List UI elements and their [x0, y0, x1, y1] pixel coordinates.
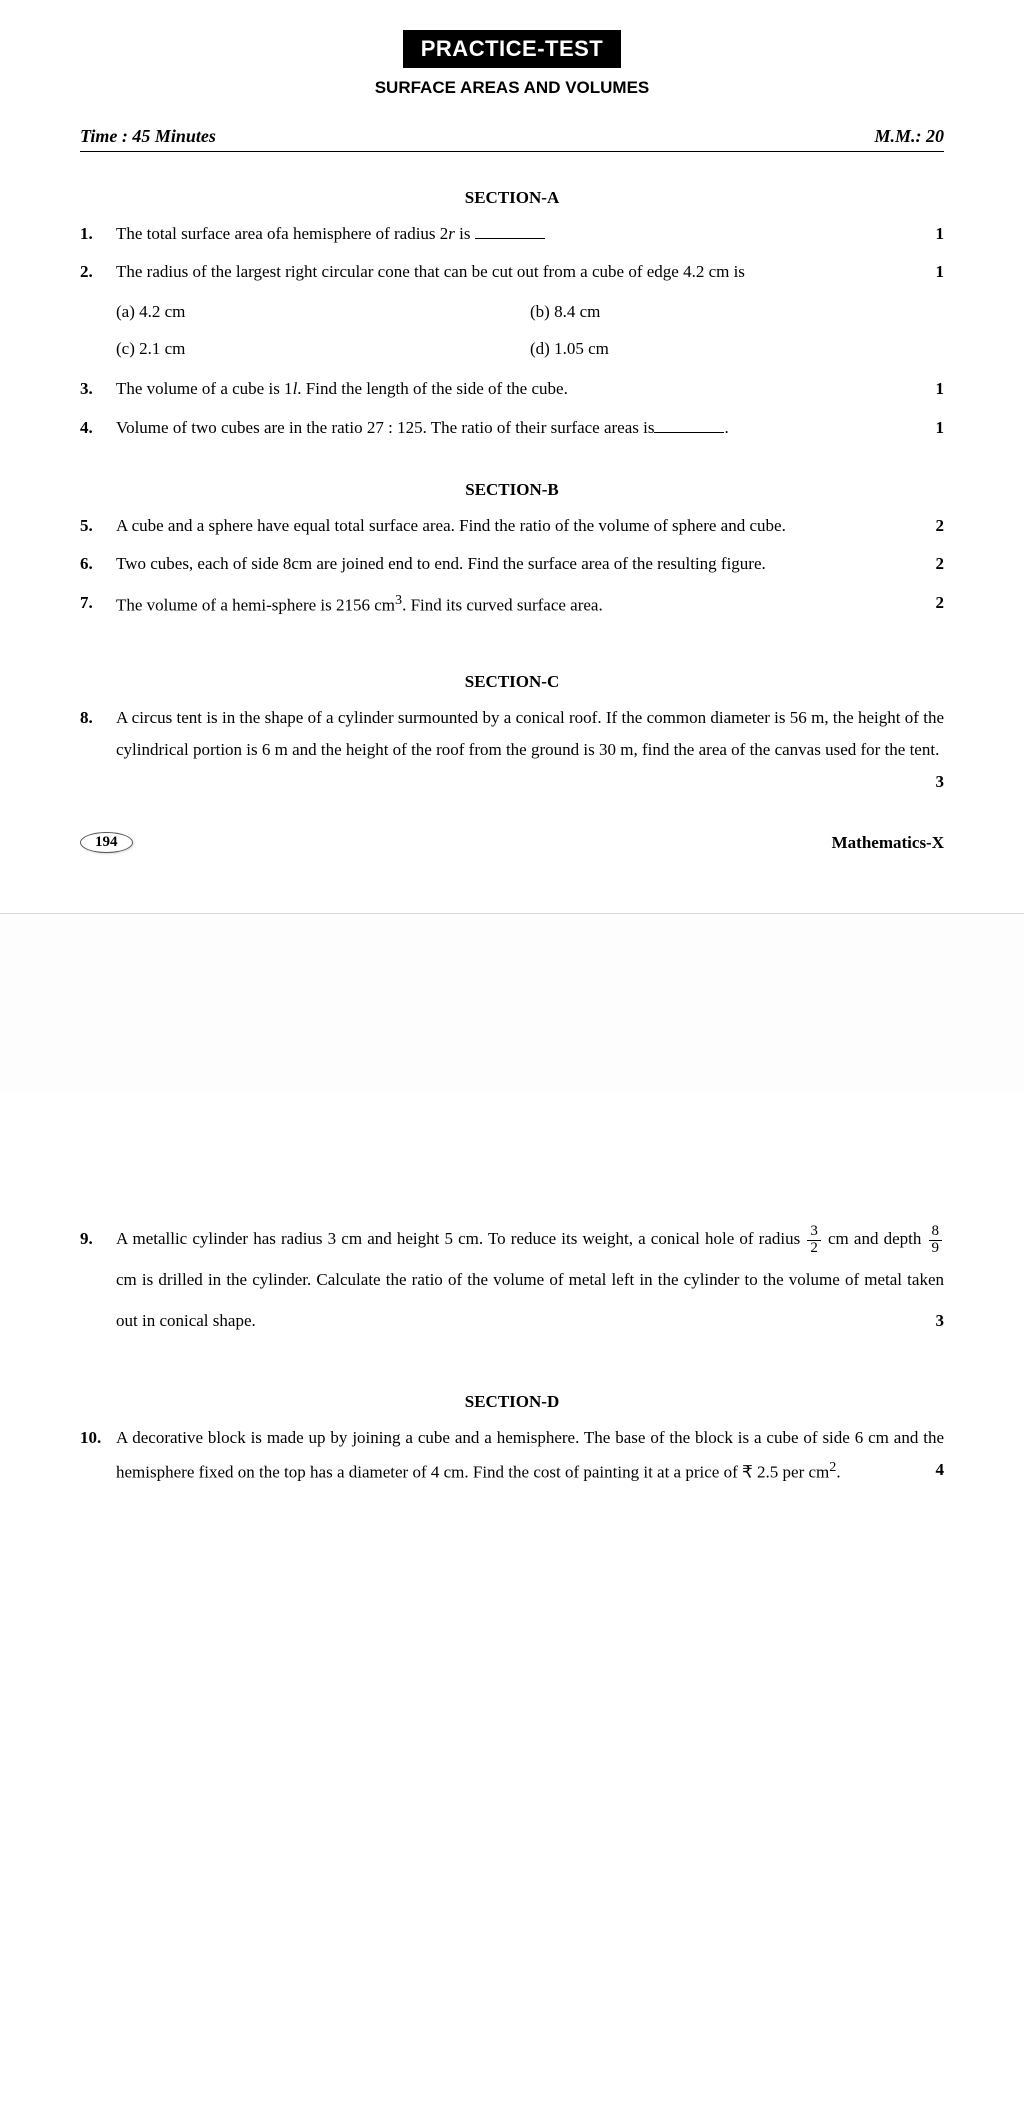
frac-den: 9 — [929, 1241, 943, 1257]
question-text: A circus tent is in the shape of a cylin… — [116, 702, 944, 799]
question-text: Two cubes, each of side 8cm are joined e… — [116, 548, 944, 580]
question-4: 4. Volume of two cubes are in the ratio … — [80, 412, 944, 444]
q1-text-b: is — [455, 224, 475, 243]
question-marks: 3 — [936, 766, 945, 798]
fraction-1: 32 — [807, 1224, 821, 1257]
question-text: A decorative block is made up by joining… — [116, 1422, 944, 1489]
q7-text-b: . Find its curved surface area. — [402, 595, 603, 614]
question-number: 1. — [80, 218, 116, 250]
subtitle: SURFACE AREAS AND VOLUMES — [80, 78, 944, 98]
section-c-heading: SECTION-C — [80, 672, 944, 692]
question-marks: 1 — [936, 218, 945, 250]
question-number: 9. — [80, 1219, 116, 1341]
max-marks-label: M.M.: 20 — [874, 126, 944, 147]
q10-text-b: . — [836, 1463, 840, 1482]
title-badge: PRACTICE-TEST — [403, 30, 622, 68]
question-marks: 4 — [936, 1454, 945, 1486]
q9-text-c: cm is drilled in the cylinder. Calculate… — [116, 1270, 944, 1330]
q4-text-b: . — [724, 418, 728, 437]
question-8: 8. A circus tent is in the shape of a cy… — [80, 702, 944, 799]
question-marks: 1 — [936, 256, 945, 288]
section-b-heading: SECTION-B — [80, 480, 944, 500]
q5-text: A cube and a sphere have equal total sur… — [116, 516, 786, 535]
option-c: (c) 2.1 cm — [116, 330, 530, 367]
question-marks: 1 — [936, 373, 945, 405]
options: (a) 4.2 cm (b) 8.4 cm (c) 2.1 cm (d) 1.0… — [116, 293, 944, 368]
question-number: 3. — [80, 373, 116, 405]
title-row: PRACTICE-TEST — [80, 30, 944, 68]
question-text: Volume of two cubes are in the ratio 27 … — [116, 412, 944, 444]
question-number: 8. — [80, 702, 116, 799]
question-3: 3. The volume of a cube is 1l. Find the … — [80, 373, 944, 405]
question-1: 1. The total surface area ofa hemisphere… — [80, 218, 944, 250]
q8-text: A circus tent is in the shape of a cylin… — [116, 708, 944, 759]
time-label: Time : 45 Minutes — [80, 126, 216, 147]
question-text: The volume of a hemi-sphere is 2156 cm3.… — [116, 587, 944, 622]
q2-text: The radius of the largest right circular… — [116, 262, 745, 281]
meta-row: Time : 45 Minutes M.M.: 20 — [80, 126, 944, 152]
frac-den: 2 — [807, 1241, 821, 1257]
question-marks: 2 — [936, 587, 945, 619]
question-number: 5. — [80, 510, 116, 542]
question-text: A metallic cylinder has radius 3 cm and … — [116, 1219, 944, 1341]
page-1: PRACTICE-TEST SURFACE AREAS AND VOLUMES … — [0, 0, 1024, 913]
fraction-2: 89 — [929, 1224, 943, 1257]
page-separator — [0, 913, 1024, 1093]
question-text: A cube and a sphere have equal total sur… — [116, 510, 944, 542]
question-text: The total surface area ofa hemisphere of… — [116, 218, 944, 250]
option-a: (a) 4.2 cm — [116, 293, 530, 330]
fill-blank — [654, 416, 724, 433]
section-d-heading: SECTION-D — [80, 1392, 944, 1412]
question-6: 6. Two cubes, each of side 8cm are joine… — [80, 548, 944, 580]
question-text: The radius of the largest right circular… — [116, 256, 944, 367]
page-2: 9. A metallic cylinder has radius 3 cm a… — [0, 1093, 1024, 1549]
page-footer: 194 Mathematics-X — [80, 832, 944, 853]
question-9: 9. A metallic cylinder has radius 3 cm a… — [80, 1219, 944, 1341]
question-marks: 1 — [936, 412, 945, 444]
q10-text-a: A decorative block is made up by joining… — [116, 1428, 944, 1482]
fill-blank — [475, 222, 545, 239]
q9-text-a: A metallic cylinder has radius 3 cm and … — [116, 1229, 805, 1248]
question-number: 2. — [80, 256, 116, 367]
question-marks: 2 — [936, 548, 945, 580]
section-a-heading: SECTION-A — [80, 188, 944, 208]
question-10: 10. A decorative block is made up by joi… — [80, 1422, 944, 1489]
question-5: 5. A cube and a sphere have equal total … — [80, 510, 944, 542]
q4-text-a: Volume of two cubes are in the ratio 27 … — [116, 418, 654, 437]
frac-num: 3 — [807, 1224, 821, 1241]
question-number: 10. — [80, 1422, 116, 1489]
q3-text-a: The volume of a cube is 1 — [116, 379, 293, 398]
q7-text-a: The volume of a hemi-sphere is 2156 cm — [116, 595, 395, 614]
page-number: 194 — [80, 832, 133, 853]
question-2: 2. The radius of the largest right circu… — [80, 256, 944, 367]
question-7: 7. The volume of a hemi-sphere is 2156 c… — [80, 587, 944, 622]
option-b: (b) 8.4 cm — [530, 293, 944, 330]
question-number: 7. — [80, 587, 116, 622]
question-marks: 3 — [936, 1301, 945, 1342]
q3-text-b: . Find the length of the side of the cub… — [297, 379, 568, 398]
question-number: 4. — [80, 412, 116, 444]
question-text: The volume of a cube is 1l. Find the len… — [116, 373, 944, 405]
q1-var: r — [448, 224, 455, 243]
option-d: (d) 1.05 cm — [530, 330, 944, 367]
q6-text: Two cubes, each of side 8cm are joined e… — [116, 554, 766, 573]
q9-text-b: cm and depth — [823, 1229, 927, 1248]
q1-text-a: The total surface area ofa hemisphere of… — [116, 224, 448, 243]
question-marks: 2 — [936, 510, 945, 542]
frac-num: 8 — [929, 1224, 943, 1241]
question-number: 6. — [80, 548, 116, 580]
footer-label: Mathematics-X — [832, 833, 944, 853]
